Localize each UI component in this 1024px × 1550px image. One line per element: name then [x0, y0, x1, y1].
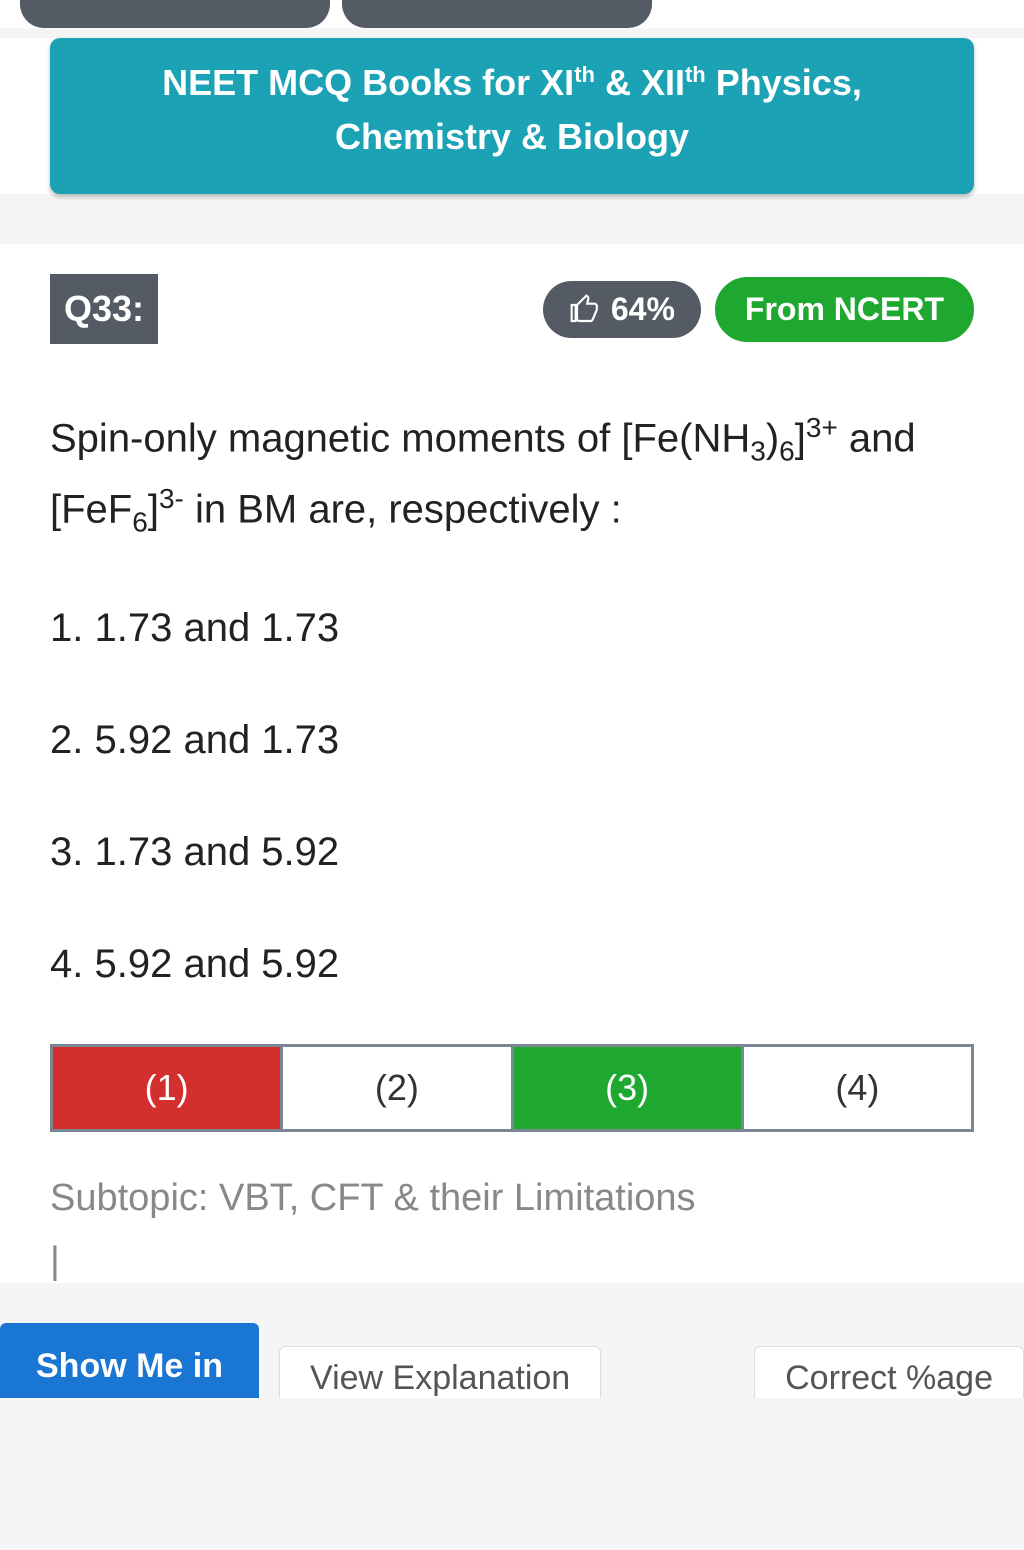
- subtopic-label: Subtopic: VBT, CFT & their Limitations: [50, 1177, 974, 1220]
- option-num: 4.: [50, 942, 83, 986]
- banner-text-3: Physics,: [706, 62, 862, 103]
- option-item[interactable]: 4. 5.92 and 5.92: [50, 932, 974, 996]
- q-text-part: in BM are, respectively :: [184, 487, 622, 531]
- q-sub: 6: [132, 506, 148, 537]
- banner-line2: Chemistry & Biology: [335, 116, 689, 157]
- banner-sup-1: th: [574, 62, 595, 87]
- options-list: 1. 1.73 and 1.73 2. 5.92 and 1.73 3. 1.7…: [50, 596, 974, 996]
- q-text-part: ]: [795, 416, 806, 460]
- subtopic-prefix: Subtopic:: [50, 1177, 219, 1219]
- like-badge[interactable]: 64%: [543, 281, 701, 338]
- q-text-part: ]: [148, 487, 159, 531]
- option-text: 5.92 and 1.73: [94, 718, 339, 762]
- option-item[interactable]: 2. 5.92 and 1.73: [50, 708, 974, 772]
- option-num: 1.: [50, 606, 83, 650]
- question-text: Spin-only magnetic moments of [Fe(NH3)6]…: [50, 404, 974, 546]
- ncert-badge[interactable]: From NCERT: [715, 277, 974, 342]
- question-header: Q33: 64% From NCERT: [50, 274, 974, 344]
- bottom-action-bar: Show Me in View Explanation Correct %age: [0, 1323, 1024, 1398]
- q-sub: 6: [779, 435, 795, 466]
- answer-cell-2[interactable]: (2): [283, 1047, 513, 1129]
- banner-sup-2: th: [685, 62, 706, 87]
- q-text-part: ): [766, 416, 779, 460]
- banner-text-1: NEET MCQ Books for XI: [162, 62, 574, 103]
- view-explanation-button[interactable]: View Explanation: [279, 1346, 601, 1398]
- like-percent: 64%: [611, 291, 675, 328]
- answer-cell-4[interactable]: (4): [744, 1047, 971, 1129]
- question-badges: 64% From NCERT: [543, 277, 974, 342]
- promo-banner[interactable]: NEET MCQ Books for XIth & XIIth Physics,…: [50, 38, 974, 194]
- cursor-indicator: |: [50, 1240, 974, 1283]
- answer-cell-1[interactable]: (1): [53, 1047, 283, 1129]
- option-item[interactable]: 3. 1.73 and 5.92: [50, 820, 974, 884]
- option-text: 1.73 and 5.92: [94, 830, 339, 874]
- q-sub: 3: [750, 435, 766, 466]
- banner-text-2: & XII: [595, 62, 685, 103]
- option-num: 2.: [50, 718, 83, 762]
- thumbs-up-icon: [569, 293, 601, 325]
- answer-cell-3[interactable]: (3): [514, 1047, 744, 1129]
- q-text-part: Spin-only magnetic moments of [Fe(NH: [50, 416, 750, 460]
- option-text: 5.92 and 5.92: [94, 942, 339, 986]
- q-sup: 3+: [806, 412, 838, 443]
- nav-pill-2[interactable]: [342, 0, 652, 28]
- option-item[interactable]: 1. 1.73 and 1.73: [50, 596, 974, 660]
- q-sup: 3-: [159, 483, 184, 514]
- nav-pill-1[interactable]: [20, 0, 330, 28]
- question-number-badge: Q33:: [50, 274, 158, 344]
- option-num: 3.: [50, 830, 83, 874]
- answer-grid: (1) (2) (3) (4): [50, 1044, 974, 1132]
- subtopic-value: VBT, CFT & their Limitations: [219, 1177, 696, 1219]
- question-section: Q33: 64% From NCERT Spin-only magnetic m…: [0, 244, 1024, 1283]
- option-text: 1.73 and 1.73: [94, 606, 339, 650]
- top-nav-bar: [0, 0, 1024, 28]
- content-card: NEET MCQ Books for XIth & XIIth Physics,…: [0, 38, 1024, 194]
- correct-percent-button[interactable]: Correct %age: [754, 1346, 1024, 1398]
- show-me-button[interactable]: Show Me in: [0, 1323, 259, 1398]
